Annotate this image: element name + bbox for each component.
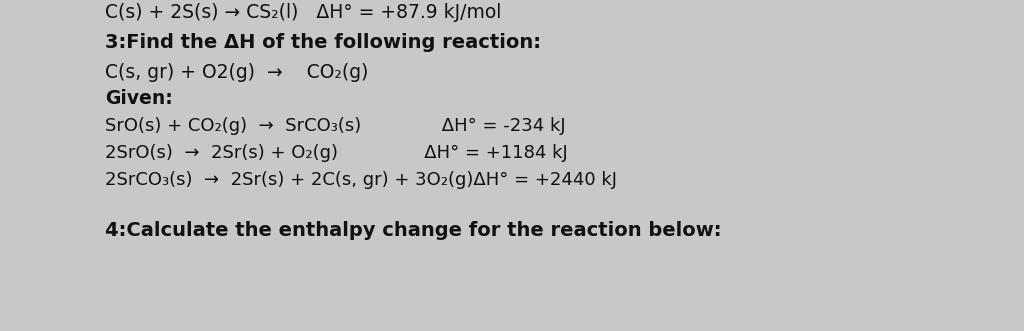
- Text: C(s, gr) + O2(g)  →    CO₂(g): C(s, gr) + O2(g) → CO₂(g): [105, 64, 369, 82]
- Text: 3:Find the ΔH of the following reaction:: 3:Find the ΔH of the following reaction:: [105, 33, 541, 53]
- Text: C(s) + 2S(s) → CS₂(l)   ΔH° = +87.9 kJ/mol: C(s) + 2S(s) → CS₂(l) ΔH° = +87.9 kJ/mol: [105, 4, 502, 23]
- Text: SrO(s) + CO₂(g)  →  SrCO₃(s)              ΔH° = -234 kJ: SrO(s) + CO₂(g) → SrCO₃(s) ΔH° = -234 kJ: [105, 117, 565, 135]
- Text: 2SrO(s)  →  2Sr(s) + O₂(g)               ΔH° = +1184 kJ: 2SrO(s) → 2Sr(s) + O₂(g) ΔH° = +1184 kJ: [105, 144, 567, 162]
- Text: 2SrCO₃(s)  →  2Sr(s) + 2C(s, gr) + 3O₂(g)ΔH° = +2440 kJ: 2SrCO₃(s) → 2Sr(s) + 2C(s, gr) + 3O₂(g)Δ…: [105, 171, 617, 189]
- Text: Given:: Given:: [105, 89, 173, 109]
- Text: 4:Calculate the enthalpy change for the reaction below:: 4:Calculate the enthalpy change for the …: [105, 221, 722, 241]
